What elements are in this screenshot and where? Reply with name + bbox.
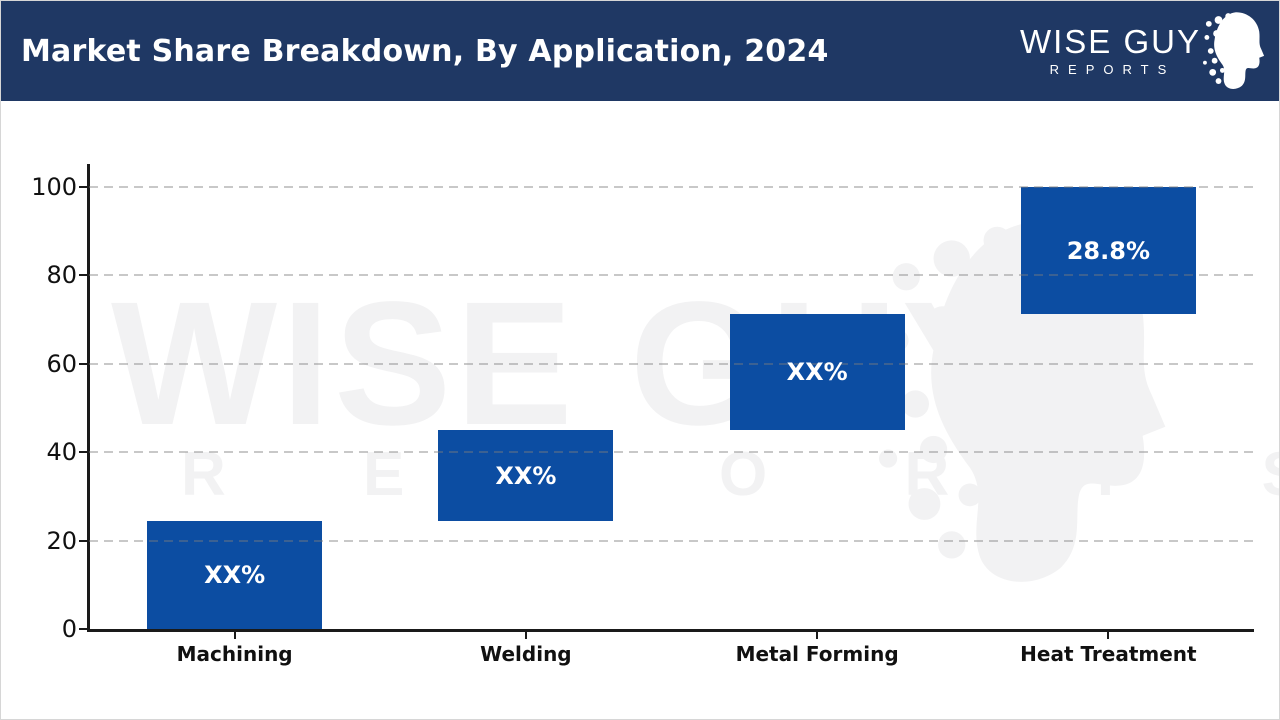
y-tick-mark — [79, 362, 87, 365]
wiseguy-logo: WISE GUY REPORTS — [1020, 10, 1267, 92]
bar-value-label: 28.8% — [1066, 236, 1150, 265]
logo-subtext: REPORTS — [1049, 62, 1176, 77]
logo-wordmark: WISE GUY — [1019, 23, 1201, 60]
y-tick-mark — [79, 628, 87, 630]
x-tick-label: Heat Treatment — [1020, 642, 1197, 666]
x-tick-label: Welding — [480, 642, 572, 666]
x-tick-mark — [1107, 632, 1110, 639]
y-tick-mark — [79, 451, 87, 454]
y-tick-label: 40 — [46, 438, 77, 467]
gridline — [89, 186, 1254, 188]
bar-segment — [1020, 187, 1196, 315]
bar-segment — [729, 314, 905, 431]
y-tick-label: 100 — [31, 173, 77, 201]
gridline — [89, 274, 1254, 277]
x-tick-label: Machining — [176, 642, 293, 666]
chart-title: Market Share Breakdown, By Application, … — [21, 33, 829, 69]
header: Market Share Breakdown, By Application, … — [1, 1, 1279, 101]
x-tick-label: Metal Forming — [735, 642, 899, 666]
y-tick-mark — [79, 186, 87, 188]
y-axis-spine — [87, 164, 90, 629]
y-tick-mark — [79, 274, 87, 277]
bar-segment — [438, 430, 614, 522]
gridline — [89, 451, 1254, 454]
bar-segment — [147, 521, 323, 629]
y-tick-label: 80 — [46, 261, 77, 290]
y-tick-label: 60 — [46, 349, 77, 378]
x-axis-spine — [87, 629, 1254, 632]
bar-value-label: XX% — [495, 461, 557, 490]
x-tick-mark — [816, 632, 819, 639]
x-tick-mark — [524, 632, 527, 639]
logo-head-icon — [1203, 12, 1265, 89]
y-tick-label: 20 — [46, 526, 77, 555]
bar-value-label: XX% — [204, 561, 266, 590]
bar-value-label: XX% — [786, 358, 848, 387]
y-tick-mark — [79, 539, 87, 542]
gridline — [89, 362, 1254, 365]
y-tick-label: 0 — [61, 615, 77, 643]
x-tick-mark — [233, 632, 236, 639]
gridline — [89, 539, 1254, 542]
